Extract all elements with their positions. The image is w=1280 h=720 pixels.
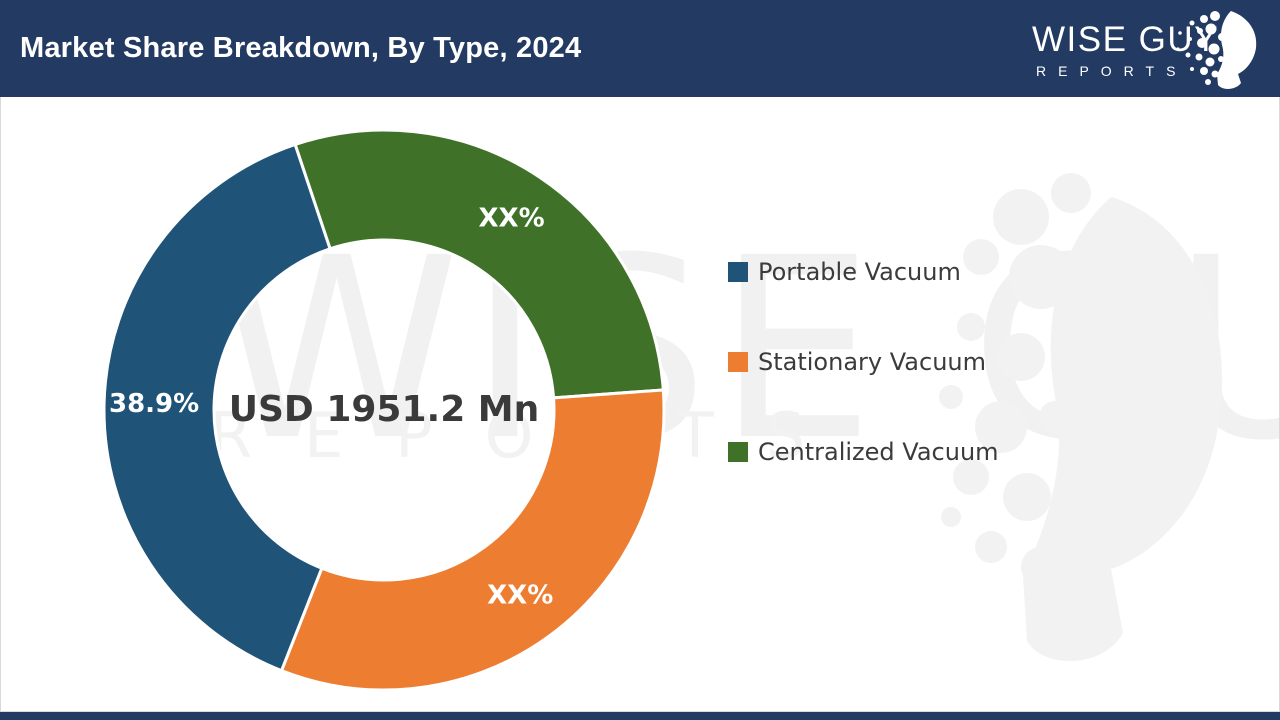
legend-label: Centralized Vacuum [758,438,999,466]
slice-label: 38.9% [109,389,199,419]
logo-subtitle: REPORTS [1036,63,1187,79]
legend-swatch [728,442,748,462]
legend-swatch [728,352,748,372]
donut-chart: XX% XX% 38.9% [102,128,666,692]
watermark-face-icon [939,173,1223,662]
legend-label: Stationary Vacuum [758,348,986,376]
legend-item: Stationary Vacuum [728,348,999,376]
wiseguy-logo: WISE GUY REPORTS [1032,10,1257,89]
donut-slice-stationary-vacuum [279,388,666,692]
watermark-subtitle: REPORTS [209,399,858,472]
chart-center-value: USD 1951.2 Mn [228,389,540,430]
legend-item: Centralized Vacuum [728,438,999,466]
footer-bar [0,712,1280,720]
slice-label: XX% [487,580,553,610]
legend-swatch [728,262,748,282]
donut-slice-portable-vacuum [102,142,332,673]
chart-area: WISE GUY REPORTS XX%XX%38.9% USD 1951.2 … [0,97,1280,712]
legend-label: Portable Vacuum [758,258,961,286]
logo-wordmark: WISE GUY [1032,20,1219,59]
logo-face-icon [1176,10,1257,89]
legend-item: Portable Vacuum [728,258,999,286]
legend: Portable Vacuum Stationary Vacuum Centrali… [728,258,999,529]
page-title: Market Share Breakdown, By Type, 2024 [20,32,582,64]
slice-label: XX% [479,204,545,234]
header-bar: Market Share Breakdown, By Type, 2024 WI… [0,0,1280,97]
donut-slice-centralized-vacuum [293,128,665,400]
